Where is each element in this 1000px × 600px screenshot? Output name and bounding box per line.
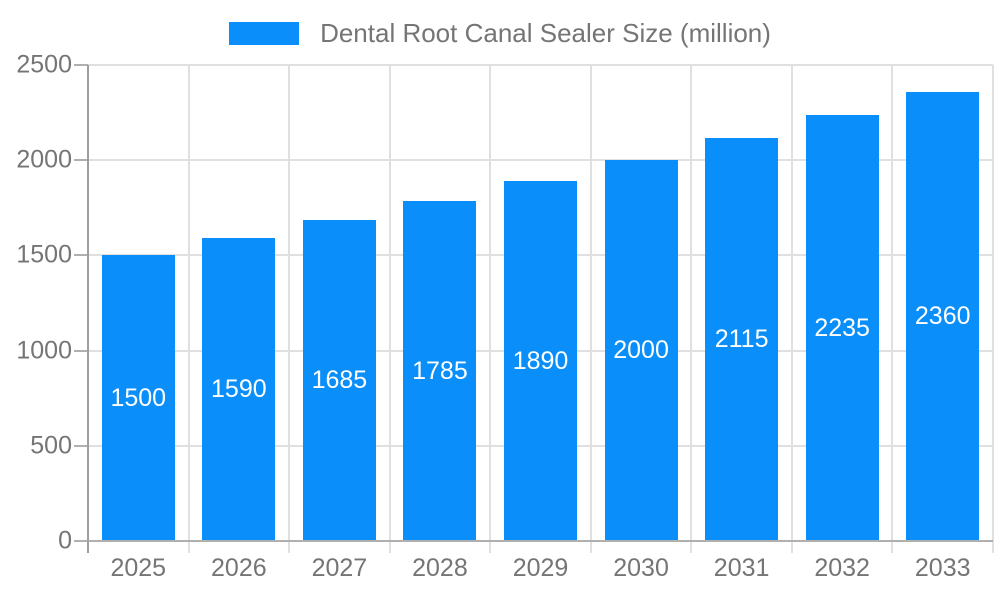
bar-value-label: 2235	[814, 313, 870, 342]
bar[interactable]: 2000	[604, 160, 678, 541]
x-axis-tick	[288, 541, 291, 553]
bar[interactable]: 1785	[403, 201, 477, 541]
y-axis-tick	[74, 254, 88, 257]
y-axis-tick	[74, 349, 88, 352]
x-tick-label: 2033	[914, 554, 971, 582]
x-axis-tick	[589, 541, 592, 553]
x-gridline	[891, 65, 894, 541]
x-gridline	[690, 65, 693, 541]
x-tick-label: 2031	[713, 554, 770, 582]
bar-value-label: 1890	[512, 346, 569, 375]
legend-label: Dental Root Canal Sealer Size (million)	[320, 18, 771, 48]
bar[interactable]: 1590	[202, 238, 276, 541]
bar[interactable]: 2360	[906, 91, 980, 541]
x-axis-labels: 2025 2026 2027 2028 2029 2030 2031 2032 2033	[88, 556, 993, 586]
bar-value-label: 1590	[211, 375, 267, 404]
y-tick-label: 2500	[16, 50, 72, 79]
bar-value-label: 2115	[714, 325, 769, 354]
x-tick-label: 2028	[412, 554, 468, 582]
x-axis-baseline	[88, 540, 993, 542]
x-gridline	[187, 65, 190, 541]
x-axis-tick	[992, 541, 994, 553]
y-tick-label: 1000	[16, 336, 72, 365]
x-tick-label: 2025	[110, 554, 167, 582]
y-axis-tick	[74, 159, 88, 162]
x-axis-tick	[388, 541, 391, 553]
bar[interactable]: 1890	[504, 181, 577, 541]
y-gridline	[88, 159, 993, 162]
y-axis-tick	[74, 444, 88, 447]
x-gridline	[790, 65, 793, 541]
y-axis-tick	[74, 64, 88, 66]
y-tick-label: 2000	[16, 145, 72, 174]
y-tick-label: 500	[30, 431, 72, 460]
x-tick-label: 2030	[613, 554, 669, 582]
bar-value-label: 1685	[311, 366, 368, 395]
y-tick-label: 1500	[16, 240, 72, 269]
x-tick-label: 2032	[814, 554, 870, 582]
x-axis-tick	[891, 541, 894, 553]
bar[interactable]: 2235	[805, 115, 879, 541]
x-axis-tick	[489, 541, 492, 553]
y-tick-label: 0	[58, 526, 72, 555]
x-axis-tick	[790, 541, 793, 553]
x-gridline	[489, 65, 492, 541]
x-axis-tick	[87, 541, 89, 553]
bar-value-label: 1500	[110, 383, 167, 412]
y-axis-line	[87, 65, 89, 541]
bar-value-label: 1785	[412, 356, 468, 385]
x-gridline	[589, 65, 592, 541]
x-axis-tick	[187, 541, 190, 553]
x-tick-label: 2027	[311, 554, 368, 582]
x-tick-label: 2029	[512, 554, 569, 582]
bar[interactable]: 1685	[302, 220, 376, 541]
y-axis-tick	[74, 540, 88, 542]
x-gridline	[992, 65, 994, 541]
y-axis-labels: 0 500 1000 1500 2000 2500	[0, 52, 72, 553]
bar[interactable]: 2115	[705, 138, 779, 541]
legend: Dental Root Canal Sealer Size (million)	[0, 20, 1000, 46]
bar-value-label: 2360	[914, 301, 971, 330]
bar[interactable]: 1500	[101, 255, 175, 541]
bar-value-label: 2000	[613, 336, 669, 365]
x-tick-label: 2026	[211, 554, 267, 582]
x-gridline	[388, 65, 391, 541]
x-axis-tick	[690, 541, 693, 553]
plot-area: 1500 1590 1685 1785 1890 2000 2115 2235 2360	[74, 64, 994, 553]
y-gridline	[88, 64, 993, 66]
legend-swatch	[229, 21, 300, 45]
x-gridline	[288, 65, 291, 541]
